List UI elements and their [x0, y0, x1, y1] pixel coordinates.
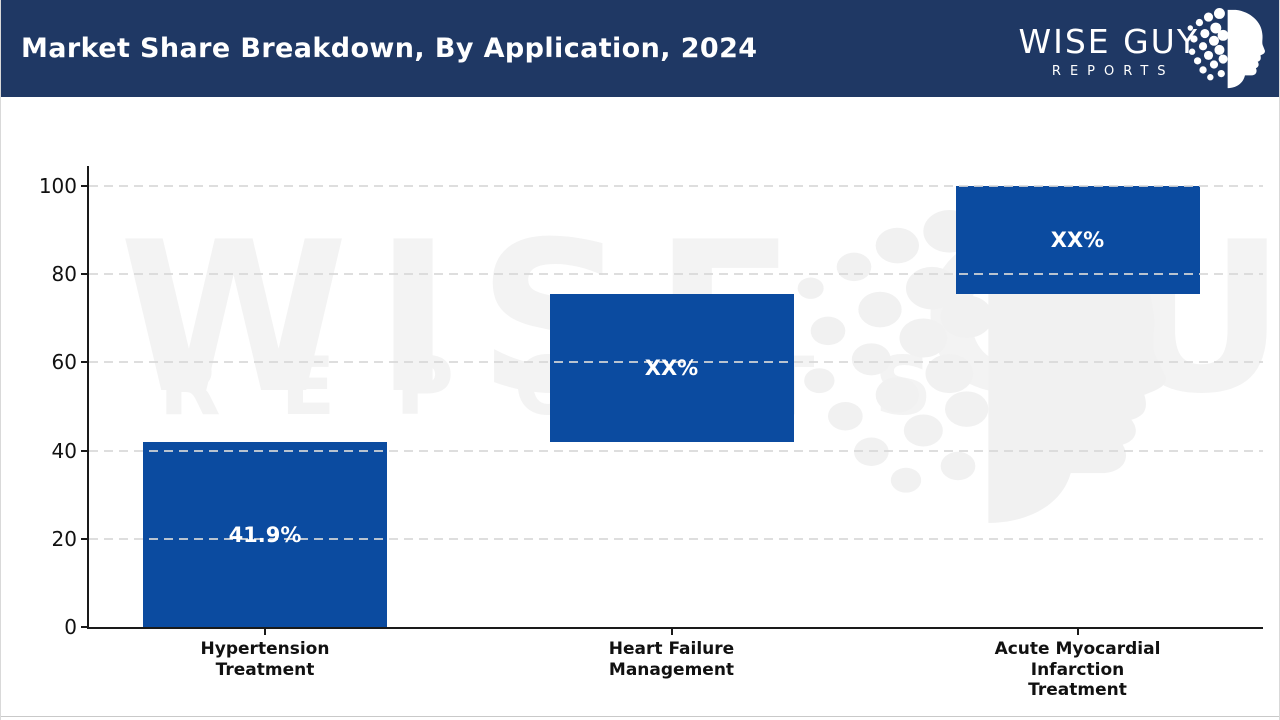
y-tick-mark [81, 449, 89, 452]
x-tick-label: Heart Failure Management [608, 639, 735, 680]
brand-logo-text: WISE GUY REPORTS [1018, 22, 1199, 79]
logo-face-icon [1187, 7, 1265, 88]
y-tick-label: 20 [51, 526, 77, 551]
y-tick-mark [81, 185, 89, 187]
x-tick-mark [264, 627, 266, 635]
x-tick-mark [670, 627, 673, 635]
bar-segment [143, 442, 387, 627]
y-tick-label: 40 [51, 438, 77, 463]
y-tick-label: 100 [38, 174, 77, 198]
y-tick-mark [81, 273, 89, 276]
x-tick-mark [1076, 627, 1079, 635]
bar-value-label: XX% [644, 356, 699, 381]
bar-value-label: XX% [1050, 228, 1105, 253]
y-tick-mark [81, 361, 89, 364]
y-tick-label: 60 [51, 350, 77, 375]
gridline-y-80 [89, 273, 1263, 276]
y-tick-label: 0 [64, 615, 77, 639]
bar-value-label: 41.9% [228, 522, 302, 547]
x-axis-line [87, 627, 1263, 629]
gridline-y-40 [89, 449, 1263, 452]
x-tick-label: Acute Myocardial Infarction Treatment [994, 639, 1161, 700]
y-axis-line [87, 166, 89, 629]
x-tick-label: Hypertension Treatment [200, 639, 330, 680]
y-tick-label: 80 [51, 262, 77, 287]
y-tick-mark [81, 537, 89, 540]
bar-segment [549, 294, 794, 443]
gridline-y-60 [89, 361, 1263, 364]
gridline-y-100 [89, 185, 1263, 187]
brand-logo: WISE GUY REPORTS [1018, 7, 1265, 90]
page-title: Market Share Breakdown, By Application, … [21, 33, 758, 64]
brand-subtitle: REPORTS [1051, 64, 1175, 79]
brand-name: WISE GUY [1018, 22, 1199, 61]
y-tick-mark [81, 626, 89, 628]
header: Market Share Breakdown, By Application, … [1, 0, 1279, 97]
figure-bottom-border [1, 716, 1279, 717]
gridline-y-20 [89, 537, 1263, 540]
